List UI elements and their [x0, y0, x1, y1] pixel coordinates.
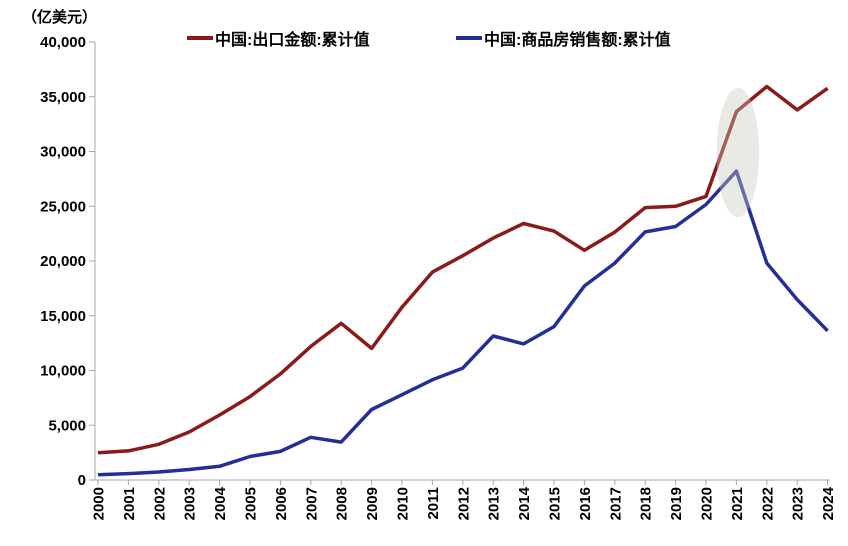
legend-exports-line-swatch	[187, 36, 213, 40]
x-axis-tick-label: 2017	[607, 487, 624, 520]
x-axis-tick-label: 2021	[729, 487, 746, 520]
legend-item-housing: 中国:商品房销售额:累计值	[456, 30, 671, 49]
x-axis-tick-label: 2024	[820, 486, 837, 520]
y-axis-unit-label: （亿美元）	[22, 9, 98, 26]
housing-sales-line	[97, 169, 829, 477]
x-axis-tick-label: 2015	[547, 487, 564, 520]
y-axis-tick-label: 25,000	[40, 198, 86, 215]
x-axis-tick-label: 2013	[486, 487, 503, 520]
y-axis-tick-label: 10,000	[40, 363, 86, 380]
x-axis-tick-label: 2007	[303, 487, 320, 520]
exports-line	[97, 84, 829, 455]
y-axis-tick-label: 20,000	[40, 253, 86, 270]
x-axis-tick-label: 2002	[151, 487, 168, 520]
x-axis-tick-label: 2018	[638, 487, 655, 520]
x-axis-tick-label: 2001	[121, 487, 138, 520]
x-axis-tick-label: 2016	[577, 487, 594, 520]
x-axis-tick-label: 2022	[759, 487, 776, 520]
x-axis-tick-label: 2012	[455, 487, 472, 520]
x-axis-tick-label: 2003	[182, 487, 199, 520]
legend-exports-label: 中国:出口金额:累计值	[215, 32, 370, 49]
y-axis-tick-label: 0	[78, 472, 86, 489]
x-axis-tick-label: 2020	[699, 487, 716, 520]
y-axis-tick-label: 15,000	[40, 308, 86, 325]
x-axis-tick-label: 2010	[395, 487, 412, 520]
y-axis-tick-label: 35,000	[40, 89, 86, 106]
x-axis-tick-label: 2019	[668, 487, 685, 520]
y-axis-tick-label: 30,000	[40, 144, 86, 161]
x-axis-tick-label: 2008	[334, 487, 351, 520]
x-axis-tick-label: 2011	[425, 487, 442, 520]
x-axis-tick-label: 2005	[243, 487, 260, 520]
x-axis-tick-label: 2014	[516, 486, 533, 520]
legend-item-exports: 中国:出口金额:累计值	[187, 30, 370, 49]
x-axis-tick-label: 2004	[212, 486, 229, 520]
y-axis-tick-label: 5,000	[48, 417, 86, 434]
y-axis-tick-label: 40,000	[40, 34, 86, 51]
x-axis-tick-label: 2023	[790, 487, 807, 520]
highlight-ellipse-2021	[716, 88, 760, 218]
x-axis-tick-label: 2009	[364, 487, 381, 520]
x-axis-tick-label: 2000	[91, 487, 108, 520]
legend-housing-label: 中国:商品房销售额:累计值	[484, 32, 671, 49]
legend-housing-line-swatch	[456, 36, 482, 40]
x-axis-tick-label: 2006	[273, 487, 290, 520]
